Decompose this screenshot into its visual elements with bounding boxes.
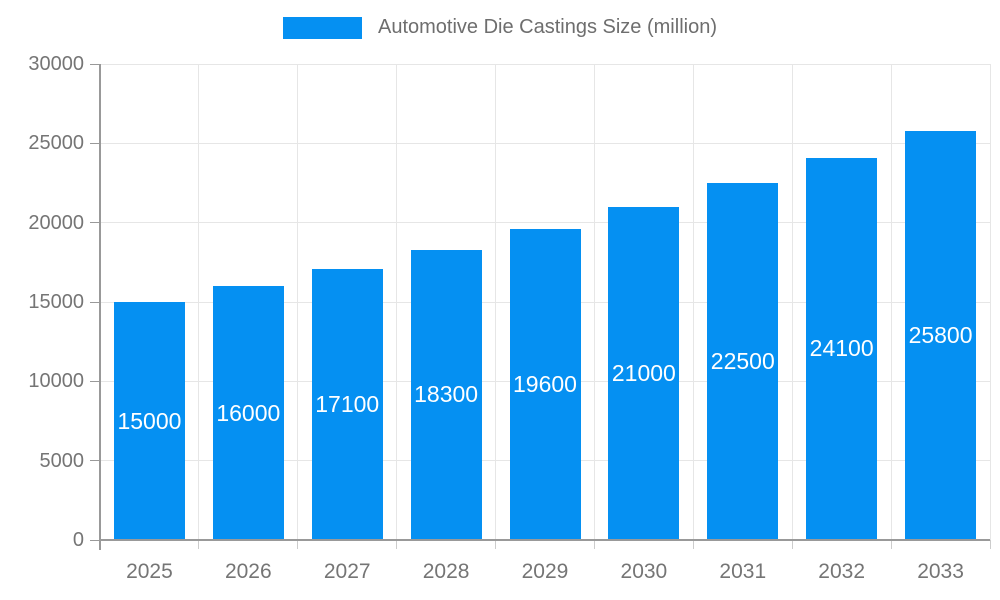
x-axis-tick bbox=[791, 540, 793, 549]
bar-value-label: 21000 bbox=[611, 359, 676, 386]
bar-2033[interactable]: 25800 bbox=[905, 130, 977, 540]
gridline-horizontal bbox=[100, 63, 990, 65]
bar-value-label: 24100 bbox=[809, 335, 874, 362]
x-axis-label-2032: 2032 bbox=[818, 560, 866, 583]
bar-value-label: 15000 bbox=[117, 407, 182, 434]
gridline-vertical bbox=[593, 64, 595, 540]
x-axis-label-2029: 2029 bbox=[521, 560, 569, 583]
y-axis-label: 0 bbox=[72, 529, 84, 551]
gridline-vertical bbox=[692, 64, 694, 540]
legend[interactable]: Automotive Die Castings Size (million) bbox=[0, 16, 1000, 39]
x-axis-label-2030: 2030 bbox=[620, 560, 668, 583]
x-axis-tick bbox=[692, 540, 694, 549]
x-axis-label-2025: 2025 bbox=[126, 560, 173, 583]
bar-2025[interactable]: 15000 bbox=[113, 302, 185, 540]
bar-value-label: 17100 bbox=[315, 390, 380, 417]
y-axis-tick bbox=[90, 460, 100, 462]
legend-swatch bbox=[282, 16, 362, 39]
gridline-horizontal bbox=[100, 142, 990, 144]
gridline-vertical bbox=[495, 64, 497, 540]
x-axis-tick bbox=[989, 540, 991, 549]
y-axis-line bbox=[99, 64, 101, 550]
y-axis-label: 20000 bbox=[28, 211, 84, 234]
x-axis-line bbox=[100, 539, 990, 541]
bar-2030[interactable]: 21000 bbox=[608, 206, 680, 540]
bar-2028[interactable]: 18300 bbox=[410, 249, 482, 540]
x-axis-label-2031: 2031 bbox=[719, 560, 767, 583]
x-axis-tick bbox=[198, 540, 200, 549]
bar-value-label: 18300 bbox=[414, 381, 479, 408]
y-axis-label: 25000 bbox=[28, 132, 84, 155]
bar-2026[interactable]: 16000 bbox=[212, 286, 284, 540]
y-axis-tick bbox=[90, 539, 100, 541]
bar-2031[interactable]: 22500 bbox=[707, 183, 779, 540]
bar-2029[interactable]: 19600 bbox=[509, 229, 581, 540]
x-axis-tick bbox=[593, 540, 595, 549]
x-axis-tick bbox=[396, 540, 398, 549]
x-axis-tick bbox=[495, 540, 497, 549]
x-axis-label-2026: 2026 bbox=[224, 560, 272, 583]
y-axis-tick bbox=[90, 380, 100, 382]
gridline-horizontal bbox=[100, 222, 990, 224]
gridline-vertical bbox=[791, 64, 793, 540]
y-axis-tick bbox=[90, 222, 100, 224]
gridline-vertical bbox=[989, 64, 991, 540]
x-axis-tick bbox=[890, 540, 892, 549]
y-axis-label: 5000 bbox=[39, 449, 85, 472]
x-axis-tick bbox=[297, 540, 299, 549]
y-axis-tick bbox=[90, 142, 100, 144]
legend-label: Automotive Die Castings Size (million) bbox=[377, 16, 717, 38]
bar-value-label: 25800 bbox=[908, 321, 973, 348]
gridline-vertical bbox=[396, 64, 398, 540]
x-axis-label-2028: 2028 bbox=[422, 560, 470, 583]
gridline-vertical bbox=[890, 64, 892, 540]
bar-value-label: 19600 bbox=[513, 370, 577, 397]
gridline-vertical bbox=[297, 64, 299, 540]
x-axis-label-2027: 2027 bbox=[323, 560, 371, 583]
y-axis-label: 15000 bbox=[28, 291, 84, 313]
bar-2032[interactable]: 24100 bbox=[806, 157, 878, 540]
y-axis-label: 30000 bbox=[28, 53, 84, 75]
y-axis-tick bbox=[90, 301, 100, 303]
bar-2027[interactable]: 17100 bbox=[311, 268, 383, 540]
bar-value-label: 22500 bbox=[710, 348, 775, 374]
y-axis-tick bbox=[90, 63, 100, 65]
bar-value-label: 16000 bbox=[216, 399, 281, 426]
x-axis-label-2033: 2033 bbox=[917, 560, 964, 583]
gridline-vertical bbox=[198, 64, 200, 540]
y-axis-label: 10000 bbox=[28, 370, 84, 393]
